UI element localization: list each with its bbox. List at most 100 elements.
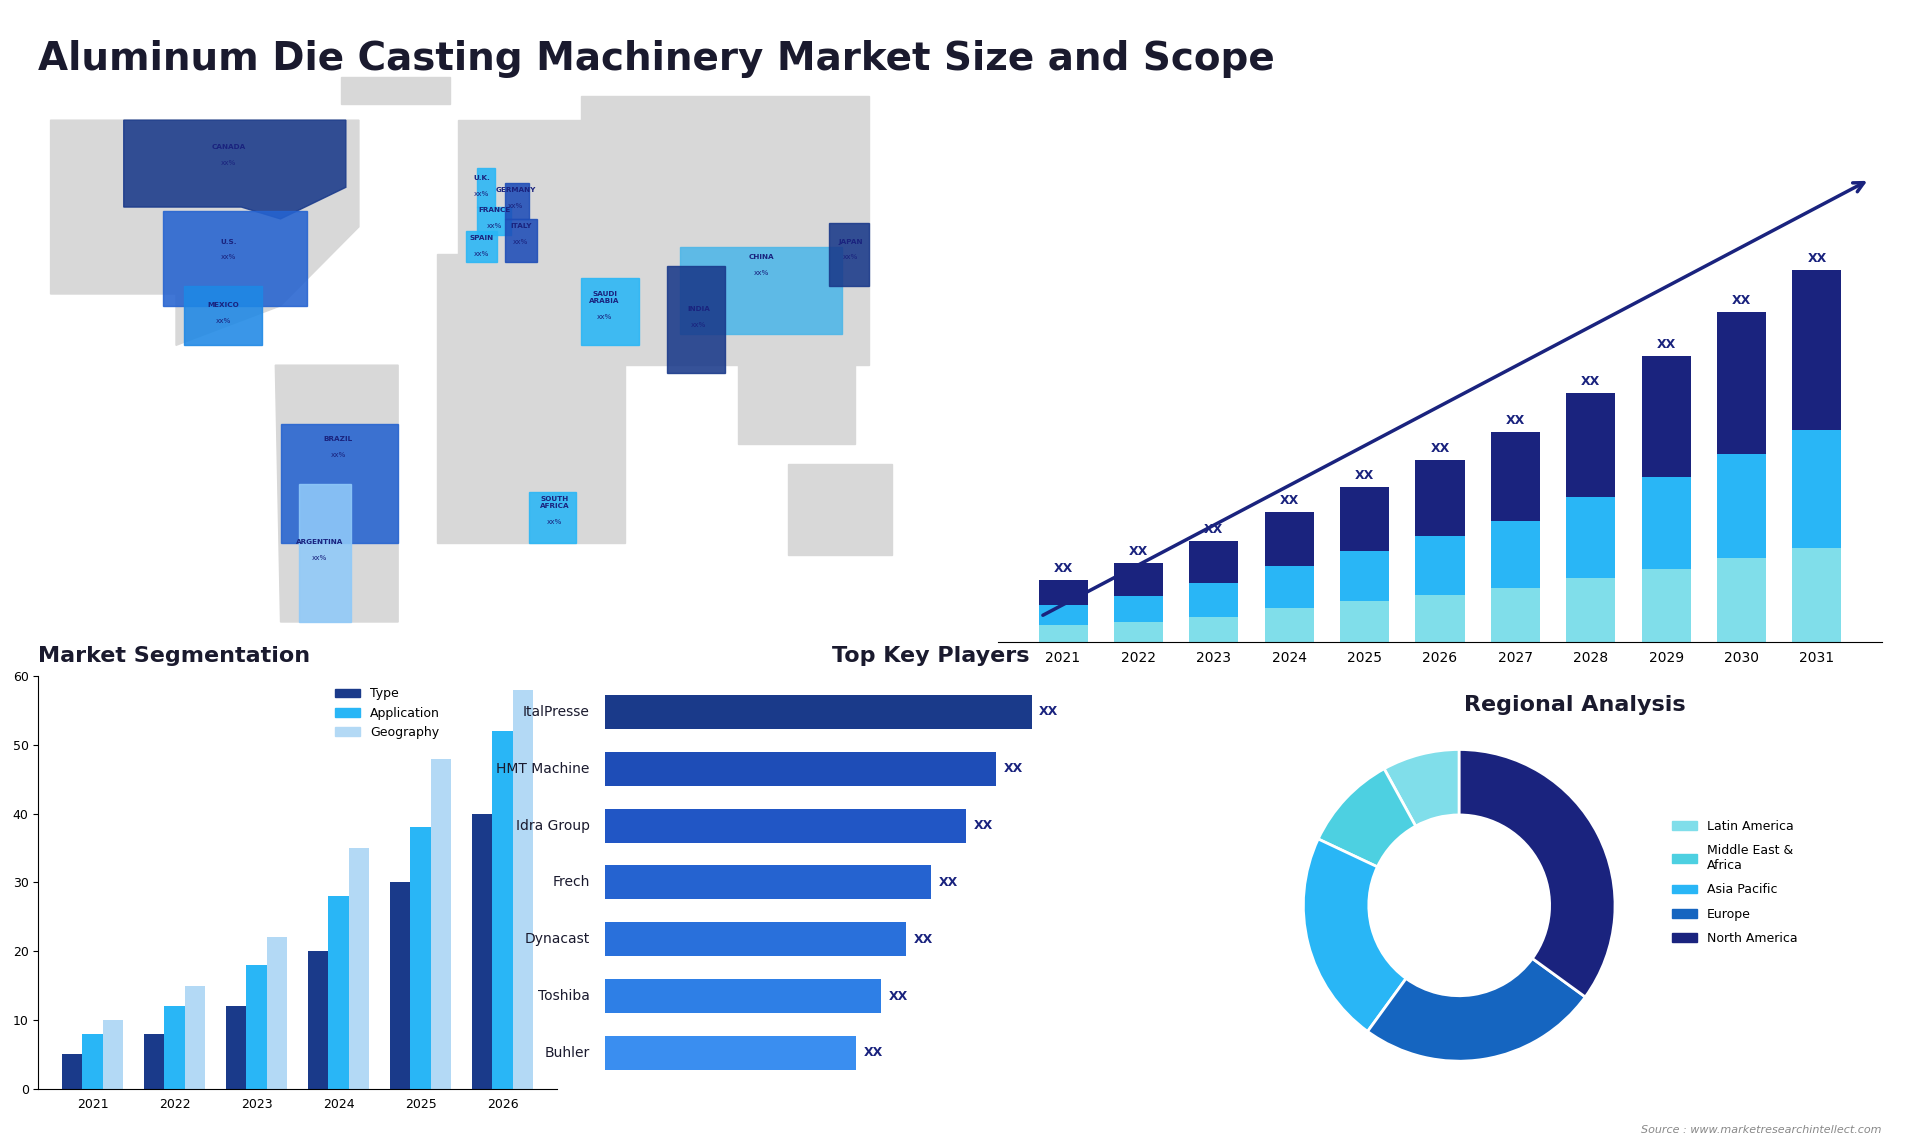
Polygon shape [787,464,893,555]
Polygon shape [680,246,843,333]
Text: JAPAN: JAPAN [837,238,862,244]
Text: XX: XX [1430,442,1450,455]
Polygon shape [505,219,536,262]
Bar [1492,520,1540,588]
Wedge shape [1459,749,1615,997]
Text: XX: XX [1582,375,1601,388]
Bar [1415,461,1465,536]
Bar [1492,588,1540,642]
Text: Toshiba: Toshiba [538,989,589,1003]
Bar [513,690,534,1089]
Bar [1188,617,1238,642]
Text: XX: XX [1039,706,1058,719]
Bar [1793,430,1841,548]
Text: SAUDI
ARABIA: SAUDI ARABIA [589,291,620,304]
Text: XX: XX [1732,295,1751,307]
Bar [430,759,451,1089]
Polygon shape [582,96,868,366]
Bar [184,986,205,1089]
Bar [1793,548,1841,642]
Text: XX: XX [914,933,933,945]
Bar [605,752,996,786]
Bar [227,1006,246,1089]
Bar [1567,497,1615,578]
Bar [1793,270,1841,430]
Text: xx%: xx% [215,317,230,323]
Polygon shape [829,222,868,286]
Text: XX: XX [1004,762,1023,775]
Text: xx%: xx% [474,251,490,257]
Text: xx%: xx% [330,452,346,458]
Wedge shape [1367,958,1586,1061]
Text: XX: XX [1505,414,1524,426]
Text: SPAIN: SPAIN [470,235,493,241]
Text: XX: XX [864,1046,883,1059]
Bar [472,814,492,1089]
Text: CANADA: CANADA [211,143,246,150]
Text: xx%: xx% [474,191,490,197]
Bar [492,731,513,1089]
Text: BRAZIL: BRAZIL [323,437,353,442]
Text: XX: XX [939,876,958,889]
Bar [1642,477,1692,570]
Polygon shape [476,167,495,207]
Bar [1340,487,1388,551]
Bar [1415,595,1465,642]
Text: Source : www.marketresearchintellect.com: Source : www.marketresearchintellect.com [1642,1124,1882,1135]
Polygon shape [280,424,397,543]
Bar [165,1006,184,1089]
Bar [1716,454,1766,558]
Bar [1716,558,1766,642]
Polygon shape [123,120,346,219]
Bar [1567,393,1615,497]
Text: XX: XX [1204,523,1223,536]
Bar [104,1020,123,1089]
Text: GERMANY: GERMANY [495,187,536,194]
Polygon shape [528,492,576,543]
Text: XX: XX [973,819,993,832]
Bar [144,1034,165,1089]
Bar [390,882,411,1089]
Text: xx%: xx% [755,270,770,276]
Bar [1340,551,1388,602]
Title: Top Key Players: Top Key Players [833,646,1029,666]
Text: HMT Machine: HMT Machine [497,762,589,776]
Bar [1114,621,1164,642]
Text: XX: XX [1356,469,1375,482]
Text: ARGENTINA: ARGENTINA [296,539,344,545]
Bar [605,923,906,956]
Bar [1265,609,1313,642]
Bar [1265,566,1313,609]
Legend: Latin America, Middle East &
Africa, Asia Pacific, Europe, North America: Latin America, Middle East & Africa, Asi… [1667,815,1803,950]
Text: xx%: xx% [488,222,503,229]
Text: Market Segmentation: Market Segmentation [38,646,311,666]
Bar [1642,570,1692,642]
Text: U.K.: U.K. [474,175,490,181]
Text: INDIA: INDIA [687,306,710,312]
Bar [1188,583,1238,617]
Bar [328,896,349,1089]
Bar [605,809,966,842]
Bar [1114,596,1164,621]
Bar [349,848,369,1089]
Bar [605,694,1031,729]
Text: xx%: xx% [547,519,563,525]
Text: MARKET: MARKET [1772,46,1812,55]
Polygon shape [505,183,528,219]
Polygon shape [582,278,639,345]
Text: xx%: xx% [513,238,528,245]
Bar [1039,580,1087,605]
Text: RESEARCH: RESEARCH [1772,76,1822,85]
Text: xx%: xx% [313,555,328,560]
Bar [307,951,328,1089]
Text: Aluminum Die Casting Machinery Market Size and Scope: Aluminum Die Casting Machinery Market Si… [38,40,1275,78]
Bar [1340,602,1388,642]
Bar [246,965,267,1089]
Polygon shape [459,120,599,266]
Bar [1567,578,1615,642]
Bar [1265,512,1313,566]
Bar [1039,605,1087,625]
Polygon shape [737,306,856,445]
Wedge shape [1319,769,1415,866]
Polygon shape [184,286,263,345]
